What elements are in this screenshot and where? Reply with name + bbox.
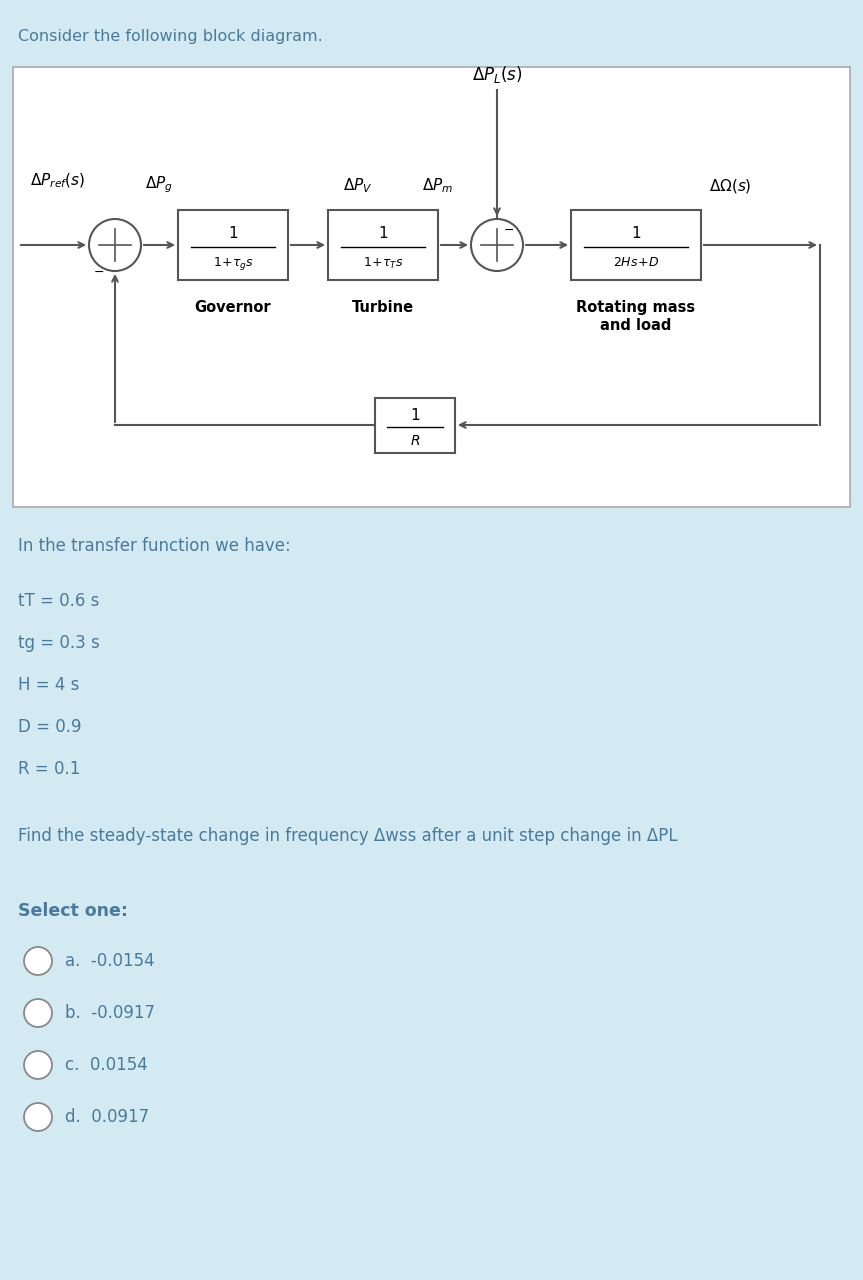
Text: c.  0.0154: c. 0.0154 — [65, 1056, 148, 1074]
Text: Select one:: Select one: — [18, 902, 128, 920]
Text: tg = 0.3 s: tg = 0.3 s — [18, 634, 100, 652]
Circle shape — [24, 1103, 52, 1132]
Text: Consider the following block diagram.: Consider the following block diagram. — [18, 29, 323, 45]
Text: $1$: $1$ — [410, 407, 420, 422]
Text: H = 4 s: H = 4 s — [18, 676, 79, 694]
Text: $1\!+\!\tau_T s$: $1\!+\!\tau_T s$ — [362, 256, 403, 270]
Text: tT = 0.6 s: tT = 0.6 s — [18, 591, 99, 611]
Text: $\Delta P_{ref}(s)$: $\Delta P_{ref}(s)$ — [30, 172, 85, 189]
Text: d.  0.0917: d. 0.0917 — [65, 1108, 149, 1126]
Text: Find the steady-state change in frequency Δwss after a unit step change in ΔPL: Find the steady-state change in frequenc… — [18, 827, 677, 845]
Circle shape — [24, 1051, 52, 1079]
Text: $-$: $-$ — [503, 223, 514, 236]
Bar — [328, 210, 438, 280]
Text: $R$: $R$ — [410, 434, 420, 448]
Text: a.  -0.0154: a. -0.0154 — [65, 952, 154, 970]
Text: $1$: $1$ — [228, 225, 238, 241]
Text: D = 0.9: D = 0.9 — [18, 718, 81, 736]
Text: $1$: $1$ — [631, 225, 641, 241]
Text: b.  -0.0917: b. -0.0917 — [65, 1004, 155, 1021]
Bar — [571, 210, 701, 280]
Circle shape — [24, 998, 52, 1027]
Text: $2Hs\!+\!D$: $2Hs\!+\!D$ — [613, 256, 659, 270]
Text: $1\!+\!\tau_g s$: $1\!+\!\tau_g s$ — [212, 255, 254, 271]
Circle shape — [24, 947, 52, 975]
Text: Rotating mass: Rotating mass — [576, 300, 696, 315]
Text: $\Delta P_m$: $\Delta P_m$ — [422, 177, 453, 195]
Text: $\Delta P_V$: $\Delta P_V$ — [343, 177, 373, 195]
Bar — [178, 210, 288, 280]
Text: $1$: $1$ — [378, 225, 388, 241]
Circle shape — [471, 219, 523, 271]
Text: $\Delta P_g$: $\Delta P_g$ — [145, 174, 173, 195]
Text: and load: and load — [601, 317, 671, 333]
Text: $\Delta\Omega(s)$: $\Delta\Omega(s)$ — [709, 177, 752, 195]
Text: R = 0.1: R = 0.1 — [18, 760, 80, 778]
Bar — [375, 398, 455, 453]
Text: Turbine: Turbine — [352, 300, 414, 315]
Text: $-$: $-$ — [93, 265, 104, 278]
Text: $\Delta P_L(s)$: $\Delta P_L(s)$ — [472, 64, 522, 84]
Text: Governor: Governor — [195, 300, 271, 315]
Text: In the transfer function we have:: In the transfer function we have: — [18, 538, 291, 556]
Bar — [13, 67, 850, 507]
Circle shape — [89, 219, 141, 271]
